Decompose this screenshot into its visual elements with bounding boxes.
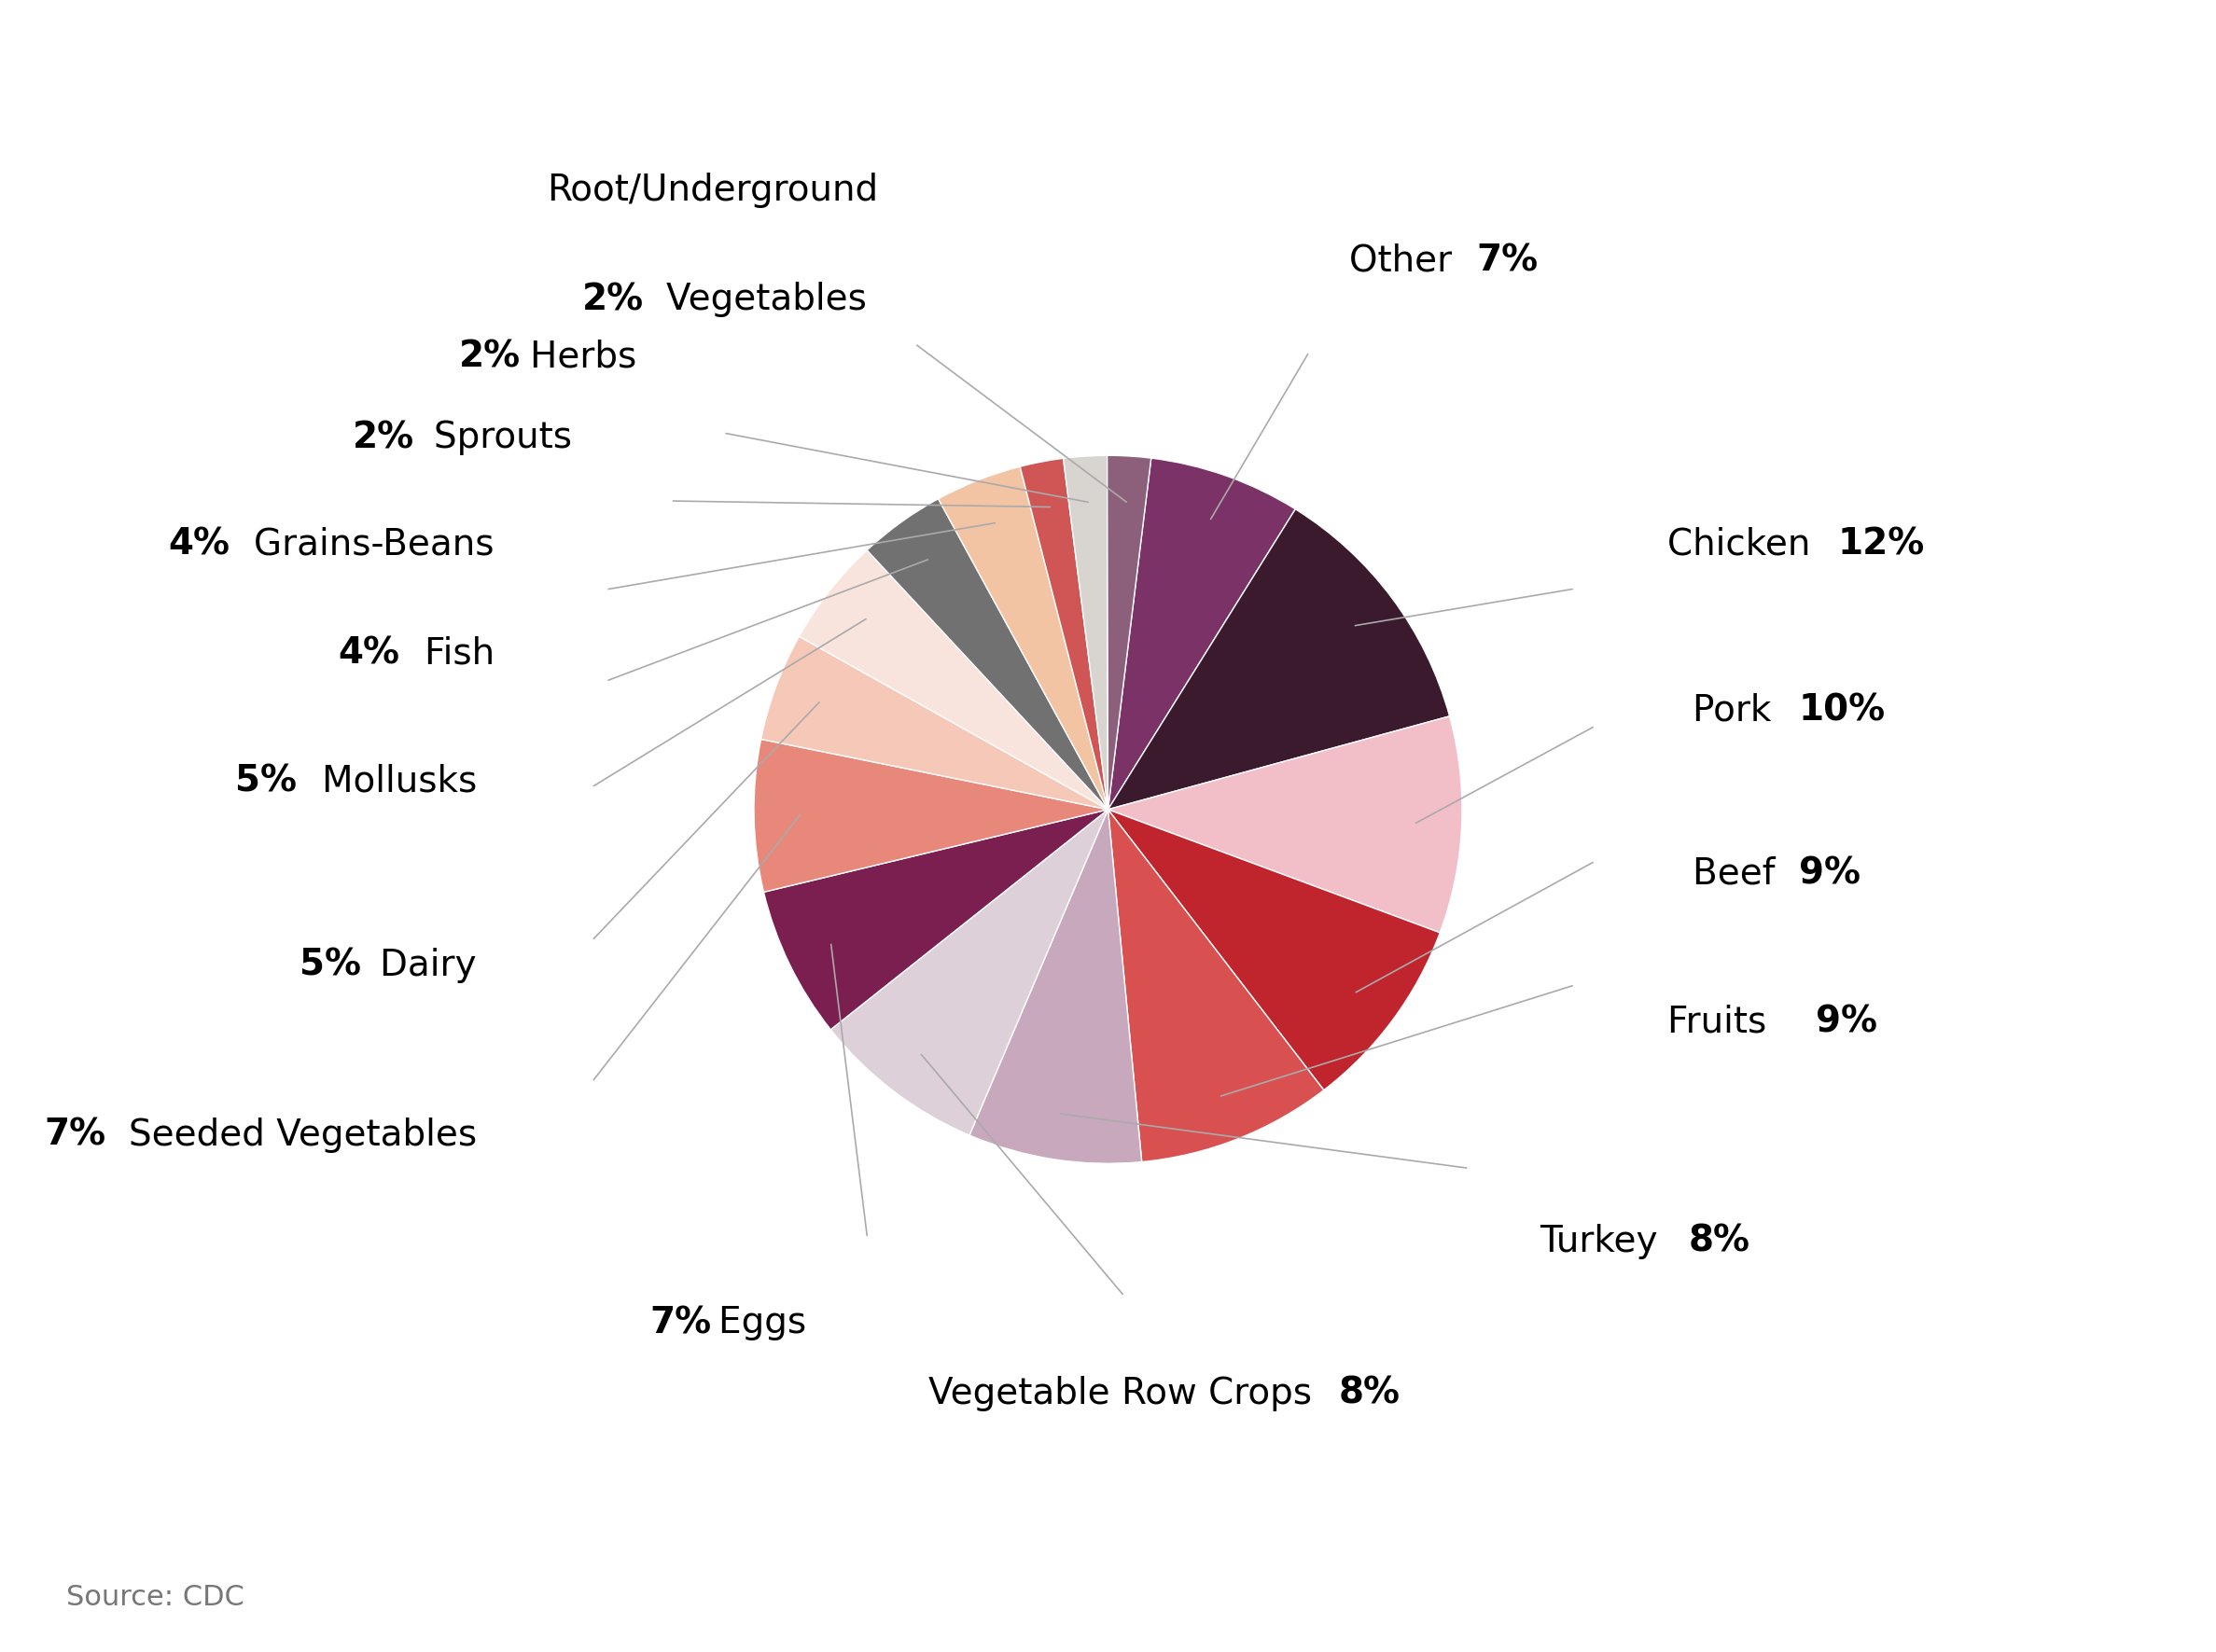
- Text: 7%: 7%: [1476, 243, 1538, 279]
- Wedge shape: [937, 466, 1108, 809]
- Text: 2%: 2%: [459, 339, 521, 373]
- Text: Source: CDC: Source: CDC: [66, 1584, 244, 1611]
- Wedge shape: [760, 636, 1108, 809]
- Wedge shape: [1064, 456, 1108, 809]
- Wedge shape: [1108, 809, 1323, 1161]
- Text: Other: Other: [1350, 243, 1463, 279]
- Text: 7%: 7%: [649, 1305, 711, 1340]
- Text: Herbs: Herbs: [530, 339, 647, 373]
- Wedge shape: [1108, 456, 1150, 809]
- Text: 2%: 2%: [583, 282, 645, 317]
- Wedge shape: [968, 809, 1141, 1163]
- Text: 5%: 5%: [299, 948, 361, 983]
- Wedge shape: [765, 809, 1108, 1029]
- Wedge shape: [1108, 458, 1296, 809]
- Text: 12%: 12%: [1837, 527, 1923, 562]
- Wedge shape: [1108, 509, 1449, 809]
- Text: Chicken: Chicken: [1666, 527, 1822, 562]
- Wedge shape: [1108, 809, 1440, 1090]
- Text: 4%: 4%: [168, 527, 230, 562]
- Text: Vegetables: Vegetables: [665, 282, 878, 317]
- Text: 4%: 4%: [339, 636, 399, 671]
- Text: Eggs: Eggs: [718, 1305, 818, 1340]
- Text: 5%: 5%: [235, 763, 297, 800]
- Wedge shape: [831, 809, 1108, 1135]
- Text: Fish: Fish: [425, 636, 505, 671]
- Text: 2%: 2%: [352, 420, 414, 456]
- Wedge shape: [866, 499, 1108, 809]
- Text: Dairy: Dairy: [381, 948, 488, 983]
- Text: 8%: 8%: [1338, 1376, 1401, 1411]
- Text: Seeded Vegetables: Seeded Vegetables: [129, 1117, 488, 1153]
- Text: 9%: 9%: [1817, 1004, 1877, 1039]
- Wedge shape: [1019, 458, 1108, 809]
- Text: Mollusks: Mollusks: [321, 763, 488, 800]
- Text: Sprouts: Sprouts: [434, 420, 585, 456]
- Wedge shape: [1108, 717, 1463, 933]
- Text: Pork: Pork: [1693, 692, 1782, 729]
- Text: Turkey: Turkey: [1540, 1224, 1669, 1259]
- Text: 8%: 8%: [1689, 1224, 1751, 1259]
- Text: Beef: Beef: [1693, 856, 1786, 890]
- Text: 7%: 7%: [44, 1117, 106, 1153]
- Text: Grains-Beans: Grains-Beans: [255, 527, 505, 562]
- Text: Vegetable Row Crops: Vegetable Row Crops: [929, 1376, 1323, 1411]
- Text: 9%: 9%: [1799, 856, 1859, 890]
- Text: 10%: 10%: [1799, 692, 1886, 729]
- Text: Root/Underground: Root/Underground: [547, 172, 878, 208]
- Wedge shape: [800, 550, 1108, 809]
- Text: Fruits: Fruits: [1666, 1004, 1777, 1039]
- Wedge shape: [753, 738, 1108, 892]
